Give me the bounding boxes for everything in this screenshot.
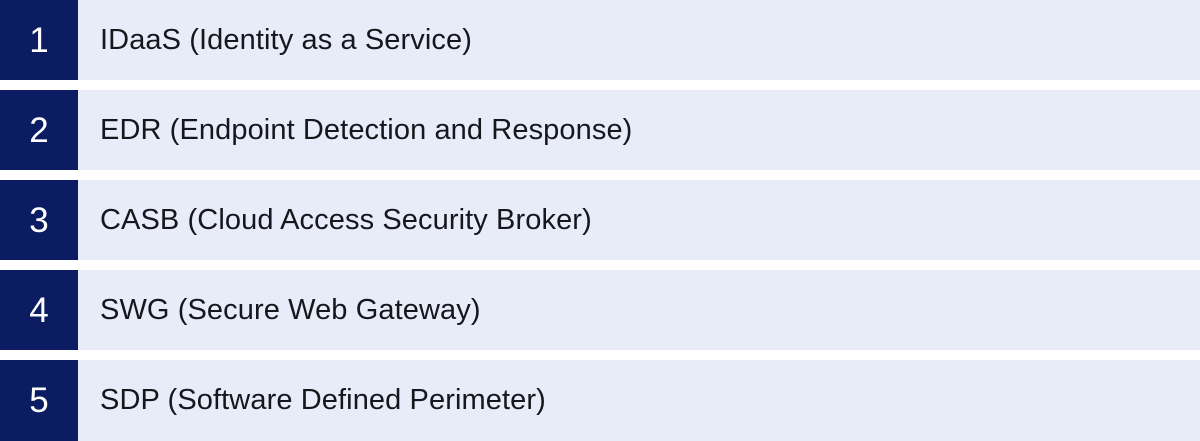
item-label: CASB (Cloud Access Security Broker) [78,180,1200,260]
item-label: IDaaS (Identity as a Service) [78,0,1200,80]
item-label: EDR (Endpoint Detection and Response) [78,90,1200,170]
list-item: 1 IDaaS (Identity as a Service) [0,0,1200,80]
item-number-badge: 5 [0,360,78,441]
list-item: 5 SDP (Software Defined Perimeter) [0,360,1200,441]
list-item: 4 SWG (Secure Web Gateway) [0,270,1200,350]
item-label: SWG (Secure Web Gateway) [78,270,1200,350]
list-item: 3 CASB (Cloud Access Security Broker) [0,180,1200,260]
item-number-badge: 3 [0,180,78,260]
list-item: 2 EDR (Endpoint Detection and Response) [0,90,1200,170]
item-number-badge: 2 [0,90,78,170]
item-number-badge: 4 [0,270,78,350]
item-number-badge: 1 [0,0,78,80]
item-label: SDP (Software Defined Perimeter) [78,360,1200,441]
